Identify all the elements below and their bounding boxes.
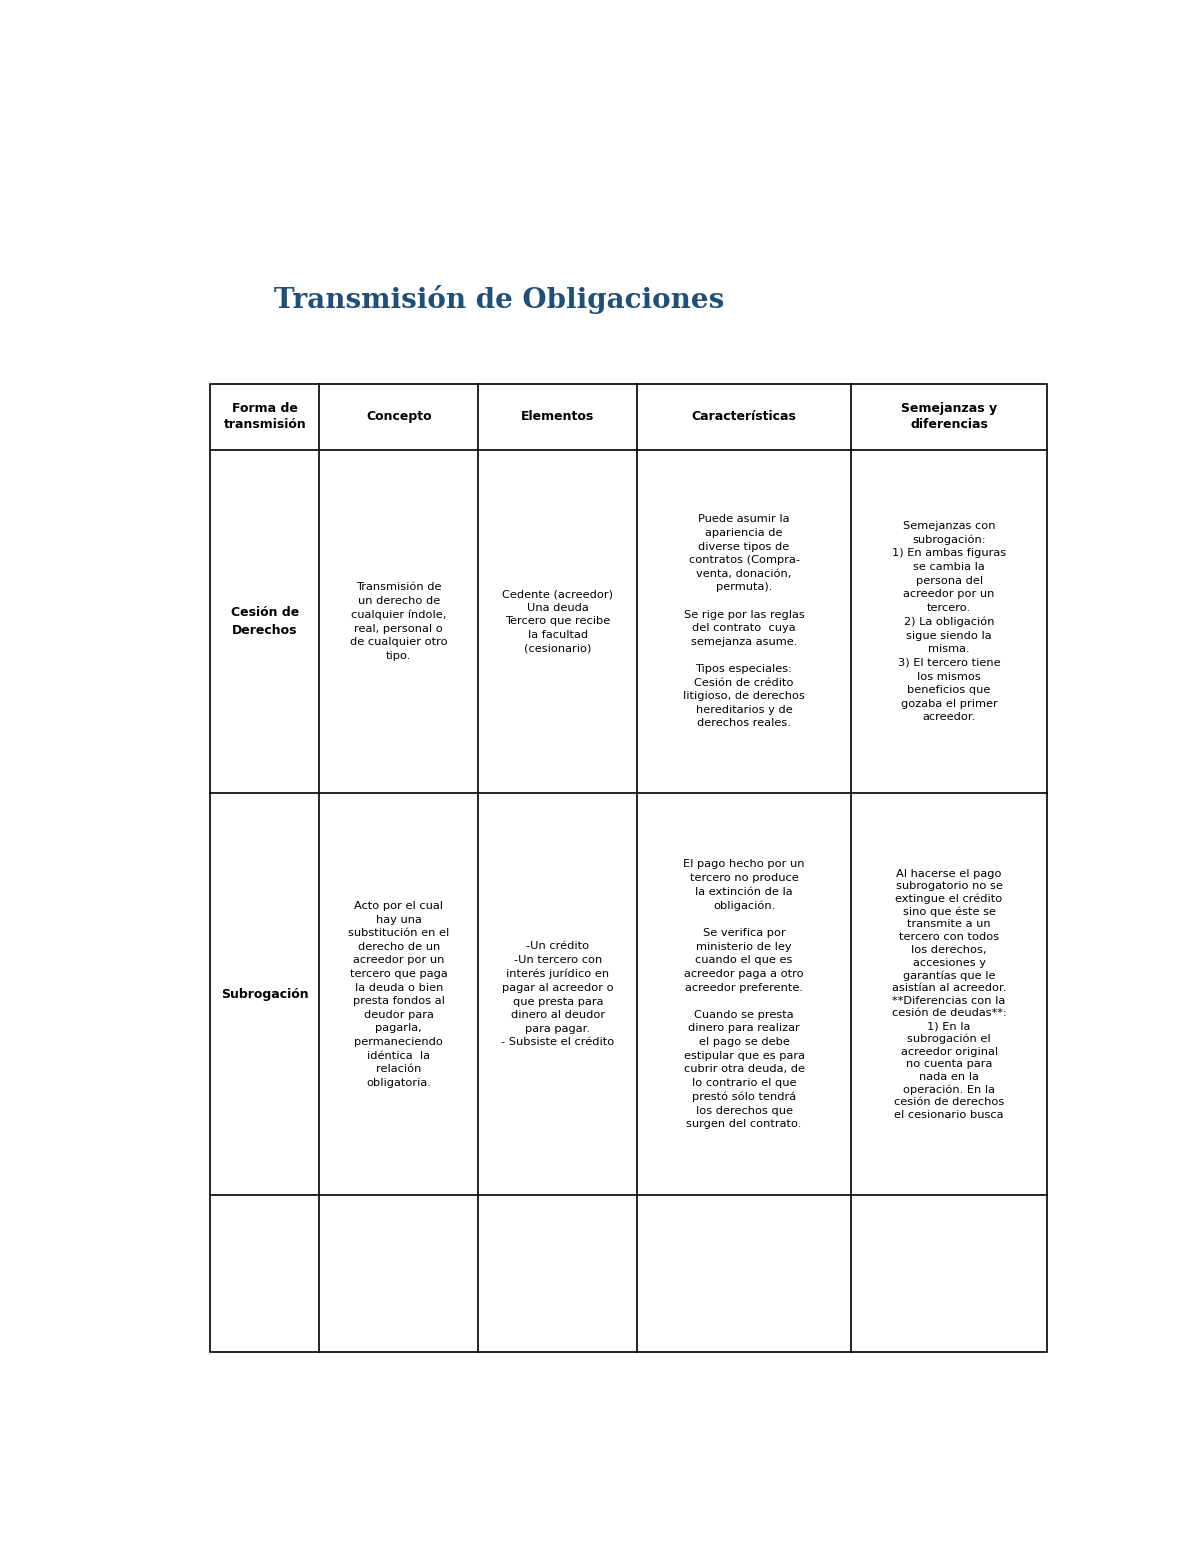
Text: extingue el crédito: extingue el crédito: [895, 895, 1003, 904]
Text: Semejanzas y
diferencias: Semejanzas y diferencias: [901, 402, 997, 432]
Text: acreedor original: acreedor original: [900, 1047, 997, 1056]
Text: 1) En la: 1) En la: [928, 1022, 971, 1031]
Text: Subrogación: Subrogación: [221, 988, 308, 1000]
Bar: [210, 384, 1048, 1353]
Text: cesión de derechos: cesión de derechos: [894, 1098, 1004, 1107]
Text: accesiones y: accesiones y: [913, 958, 985, 968]
Text: -Un crédito
-Un tercero con
interés jurídico en
pagar al acreedor o
que presta p: -Un crédito -Un tercero con interés jurí…: [502, 941, 614, 1047]
Text: sino que éste se: sino que éste se: [902, 907, 996, 916]
Text: Elementos: Elementos: [521, 410, 594, 422]
Text: Concepto: Concepto: [366, 410, 432, 422]
Text: Cedente (acreedor)
Una deuda
Tercero que recibe
la facultad
(cesionario): Cedente (acreedor) Una deuda Tercero que…: [503, 589, 613, 654]
Text: los derechos,: los derechos,: [911, 944, 986, 955]
Text: Semejanzas con
subrogación:
1) En ambas figuras
se cambia la
persona del
acreedo: Semejanzas con subrogación: 1) En ambas …: [892, 520, 1006, 722]
Text: Características: Características: [691, 410, 797, 422]
Text: Cesión de
Derechos: Cesión de Derechos: [230, 606, 299, 637]
Text: garantías que le: garantías que le: [902, 971, 995, 980]
Text: Puede asumir la
apariencia de
diverse tipos de
contratos (Compra-
venta, donació: Puede asumir la apariencia de diverse ti…: [683, 514, 805, 728]
Text: **Diferencias con la: **Diferencias con la: [893, 995, 1006, 1006]
Text: subrogación el: subrogación el: [907, 1034, 991, 1044]
Text: asistían al acreedor.: asistían al acreedor.: [892, 983, 1007, 992]
Text: tercero con todos: tercero con todos: [899, 932, 1000, 943]
Text: transmite a un: transmite a un: [907, 919, 991, 929]
Text: no cuenta para: no cuenta para: [906, 1059, 992, 1070]
Text: El pago hecho por un
tercero no produce
la extinción de la
obligación.

Se verif: El pago hecho por un tercero no produce …: [683, 859, 805, 1129]
Text: Forma de
transmisión: Forma de transmisión: [223, 402, 306, 432]
Text: Transmisión de
un derecho de
cualquier índole,
real, personal o
de cualquier otr: Transmisión de un derecho de cualquier í…: [350, 582, 448, 662]
Text: subrogatorio no se: subrogatorio no se: [895, 881, 1002, 891]
Text: operación. En la: operación. En la: [904, 1084, 995, 1095]
Text: Al hacerse el pago: Al hacerse el pago: [896, 868, 1002, 879]
Text: el cesionario busca: el cesionario busca: [894, 1110, 1004, 1120]
Text: cesión de deudas**:: cesión de deudas**:: [892, 1008, 1007, 1019]
Text: Acto por el cual
hay una
substitución en el
derecho de un
acreedor por un
tercer: Acto por el cual hay una substitución en…: [348, 901, 449, 1087]
Text: nada en la: nada en la: [919, 1072, 979, 1082]
Text: Transmisión de Obligaciones: Transmisión de Obligaciones: [274, 286, 724, 314]
